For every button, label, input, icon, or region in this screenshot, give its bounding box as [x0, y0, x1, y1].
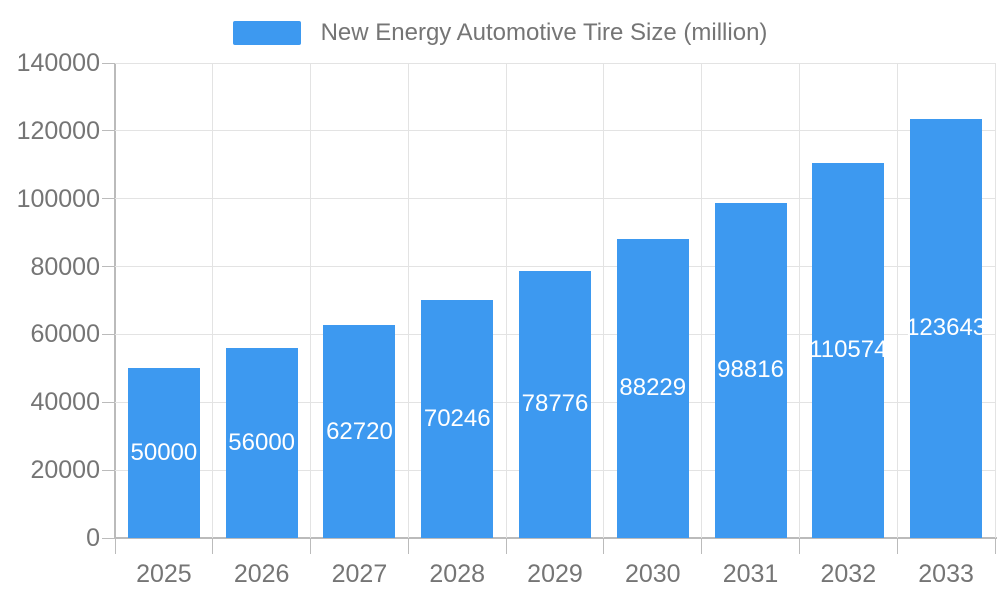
bar-value-label: 98816 [717, 356, 784, 384]
y-axis-tick [102, 401, 115, 403]
x-axis-label: 2031 [722, 560, 779, 588]
y-axis-label: 140000 [16, 49, 100, 77]
y-axis-tick [102, 266, 115, 268]
bar-2031: 98816 [714, 202, 787, 538]
bar-2032: 110574 [809, 162, 888, 538]
y-axis-tick [102, 537, 115, 539]
x-axis-tick [994, 539, 996, 554]
bar-value-label: 110574 [809, 336, 888, 364]
gridline-horizontal [115, 198, 995, 200]
y-axis-label: 20000 [30, 456, 100, 485]
gridline-vertical [798, 63, 800, 538]
gridline-horizontal [115, 130, 995, 132]
bar-value-label: 50000 [130, 439, 198, 467]
bar-2033: 123643 [906, 118, 986, 538]
y-axis-tick [102, 62, 115, 64]
x-axis-label: 2030 [624, 560, 681, 588]
gridline-vertical [701, 63, 703, 538]
bar-value-label: 62720 [326, 417, 393, 445]
gridline-vertical [603, 63, 605, 538]
y-axis-tick [102, 198, 115, 200]
y-axis-tick [102, 333, 115, 335]
x-axis-tick [896, 539, 898, 554]
bar-value-label: 56000 [228, 429, 296, 456]
y-axis-tick [102, 469, 115, 471]
x-axis-label: 2026 [233, 560, 290, 588]
x-axis-tick [212, 539, 214, 554]
y-axis-label: 0 [86, 524, 100, 552]
bar-value-label: 78776 [521, 390, 589, 418]
plot-area: 50000 56000 62720 70246 78776 88229 98816 11057… [102, 62, 997, 554]
gridline-vertical [896, 63, 898, 538]
y-axis-label: 100000 [16, 184, 100, 213]
x-axis-label: 2027 [331, 560, 388, 588]
bar-value-label: 123643 [906, 314, 987, 342]
x-axis-tick [407, 539, 409, 554]
gridline-vertical [407, 63, 409, 538]
legend-label: New Energy Automotive Tire Size (million… [320, 19, 768, 46]
bar-value-label: 70246 [423, 404, 491, 432]
x-axis-tick [114, 539, 116, 554]
bar-2027: 62720 [323, 325, 396, 538]
bar-2029: 78776 [519, 270, 591, 538]
x-axis-label: 2032 [820, 560, 877, 588]
y-axis-label: 40000 [30, 388, 100, 417]
x-axis-tick [310, 539, 312, 554]
y-axis-line [114, 63, 116, 538]
gridline-horizontal [115, 62, 995, 64]
gridline-vertical [212, 63, 214, 538]
gridline-horizontal [115, 266, 995, 268]
bar-2025: 50000 [127, 368, 200, 538]
x-axis-tick [701, 539, 703, 554]
gridline-vertical [505, 63, 507, 538]
y-axis-label: 60000 [30, 320, 100, 349]
x-axis-tick [603, 539, 605, 554]
x-axis-label: 2029 [527, 560, 583, 588]
legend-swatch-icon [232, 21, 301, 45]
bar-value-label: 88229 [619, 374, 687, 402]
x-axis-label: 2028 [429, 560, 486, 588]
legend[interactable]: New Energy Automotive Tire Size (million… [0, 19, 1000, 47]
bar-2030: 88229 [616, 238, 689, 538]
x-axis-label: 2025 [136, 560, 192, 588]
x-axis-line [114, 537, 997, 539]
x-axis-tick [505, 539, 507, 554]
x-axis-labels: 2025 2026 2027 2028 2029 2030 2031 2032 2033 [115, 560, 995, 590]
x-axis-tick [798, 539, 800, 554]
bar-2026: 56000 [225, 348, 298, 538]
x-axis-label: 2033 [918, 560, 974, 588]
y-axis-labels: 0 20000 40000 60000 80000 100000 120000 140000 [0, 50, 100, 551]
y-axis-label: 80000 [30, 252, 100, 281]
y-axis-label: 120000 [16, 116, 100, 145]
bar-2028: 70246 [421, 299, 494, 538]
y-axis-tick [102, 130, 115, 132]
gridline-vertical [994, 63, 996, 538]
gridline-vertical [310, 63, 312, 538]
